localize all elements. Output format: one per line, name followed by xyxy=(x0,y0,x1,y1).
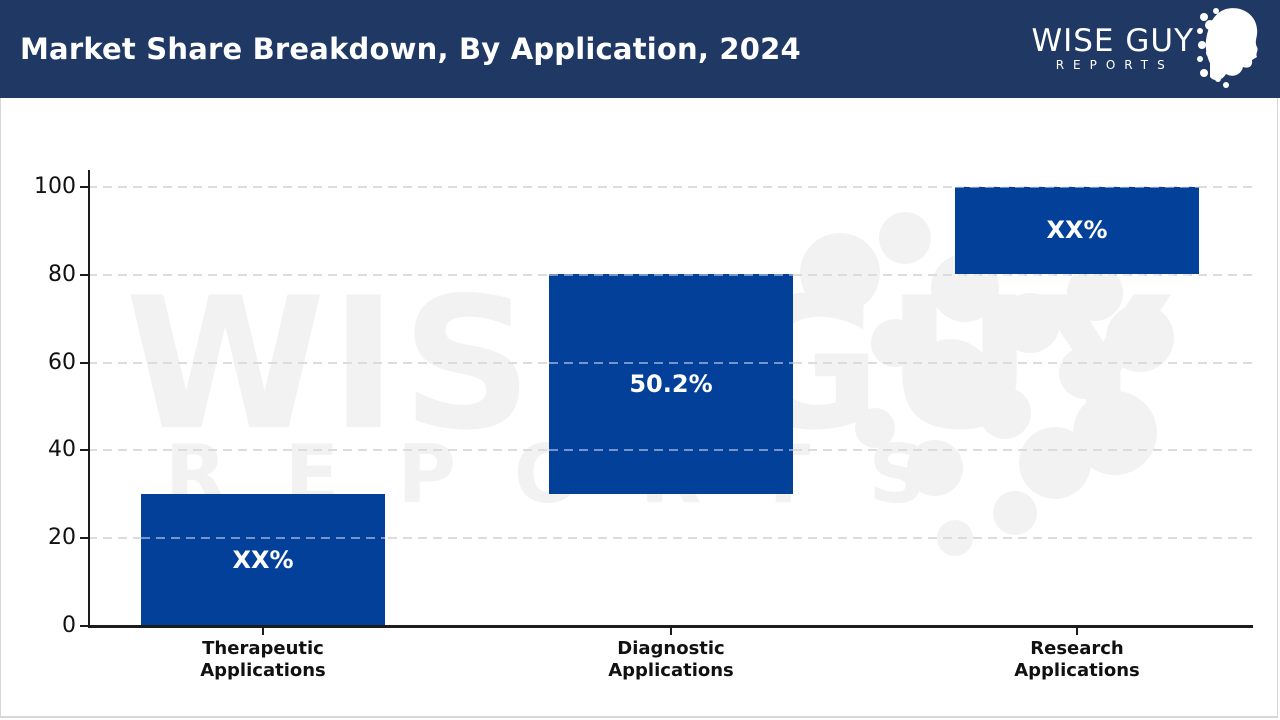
x-tick-mark xyxy=(670,627,672,635)
y-axis-line xyxy=(88,170,90,627)
y-tick-label: 60 xyxy=(48,349,76,375)
bar-value-label: XX% xyxy=(1046,216,1108,245)
gridline-over-bar xyxy=(955,273,1199,276)
bar-value-label: XX% xyxy=(232,546,294,575)
gridline-over-bar xyxy=(549,449,793,452)
gridline-over-bar xyxy=(549,361,793,364)
x-axis-line xyxy=(88,625,1253,628)
wise-guy-reports-logo: WISE GUY REPORTS xyxy=(1031,3,1262,95)
x-category-label: Therapeutic Applications xyxy=(200,638,326,681)
x-tick-mark xyxy=(262,627,264,635)
y-tick-label: 80 xyxy=(48,261,76,287)
gridline-over-bar xyxy=(549,273,793,276)
logo-text: WISE GUY REPORTS xyxy=(1031,23,1194,73)
bar-segment[interactable]: 50.2% xyxy=(549,273,793,495)
head-profile-icon xyxy=(1196,3,1262,95)
header-bar: Market Share Breakdown, By Application, … xyxy=(0,0,1280,98)
x-category-label: Diagnostic Applications xyxy=(608,638,734,681)
gridline-over-bar xyxy=(141,537,385,540)
bar-segment[interactable]: XX% xyxy=(141,494,385,626)
y-tick-label: 40 xyxy=(48,437,76,463)
x-tick-mark xyxy=(1076,627,1078,635)
bar-value-label: 50.2% xyxy=(629,370,713,399)
y-tick-mark xyxy=(80,273,88,276)
logo-wordmark: WISE GUY xyxy=(1031,23,1194,59)
y-tick-label: 100 xyxy=(34,174,76,199)
y-tick-label: 20 xyxy=(48,525,76,551)
gridline xyxy=(88,186,1253,188)
chart-title: Market Share Breakdown, By Application, … xyxy=(20,32,801,66)
y-tick-mark xyxy=(80,537,88,540)
y-tick-mark xyxy=(80,449,88,452)
y-tick-mark xyxy=(80,361,88,364)
gridline xyxy=(88,537,1253,540)
gridline-over-bar xyxy=(955,186,1199,188)
y-tick-mark xyxy=(80,186,88,188)
x-category-label: Research Applications xyxy=(1014,638,1140,681)
y-tick-mark xyxy=(80,625,88,627)
y-tick-label: 0 xyxy=(62,613,76,638)
logo-subtext: REPORTS xyxy=(1055,58,1174,72)
bar-segment[interactable]: XX% xyxy=(955,186,1199,276)
